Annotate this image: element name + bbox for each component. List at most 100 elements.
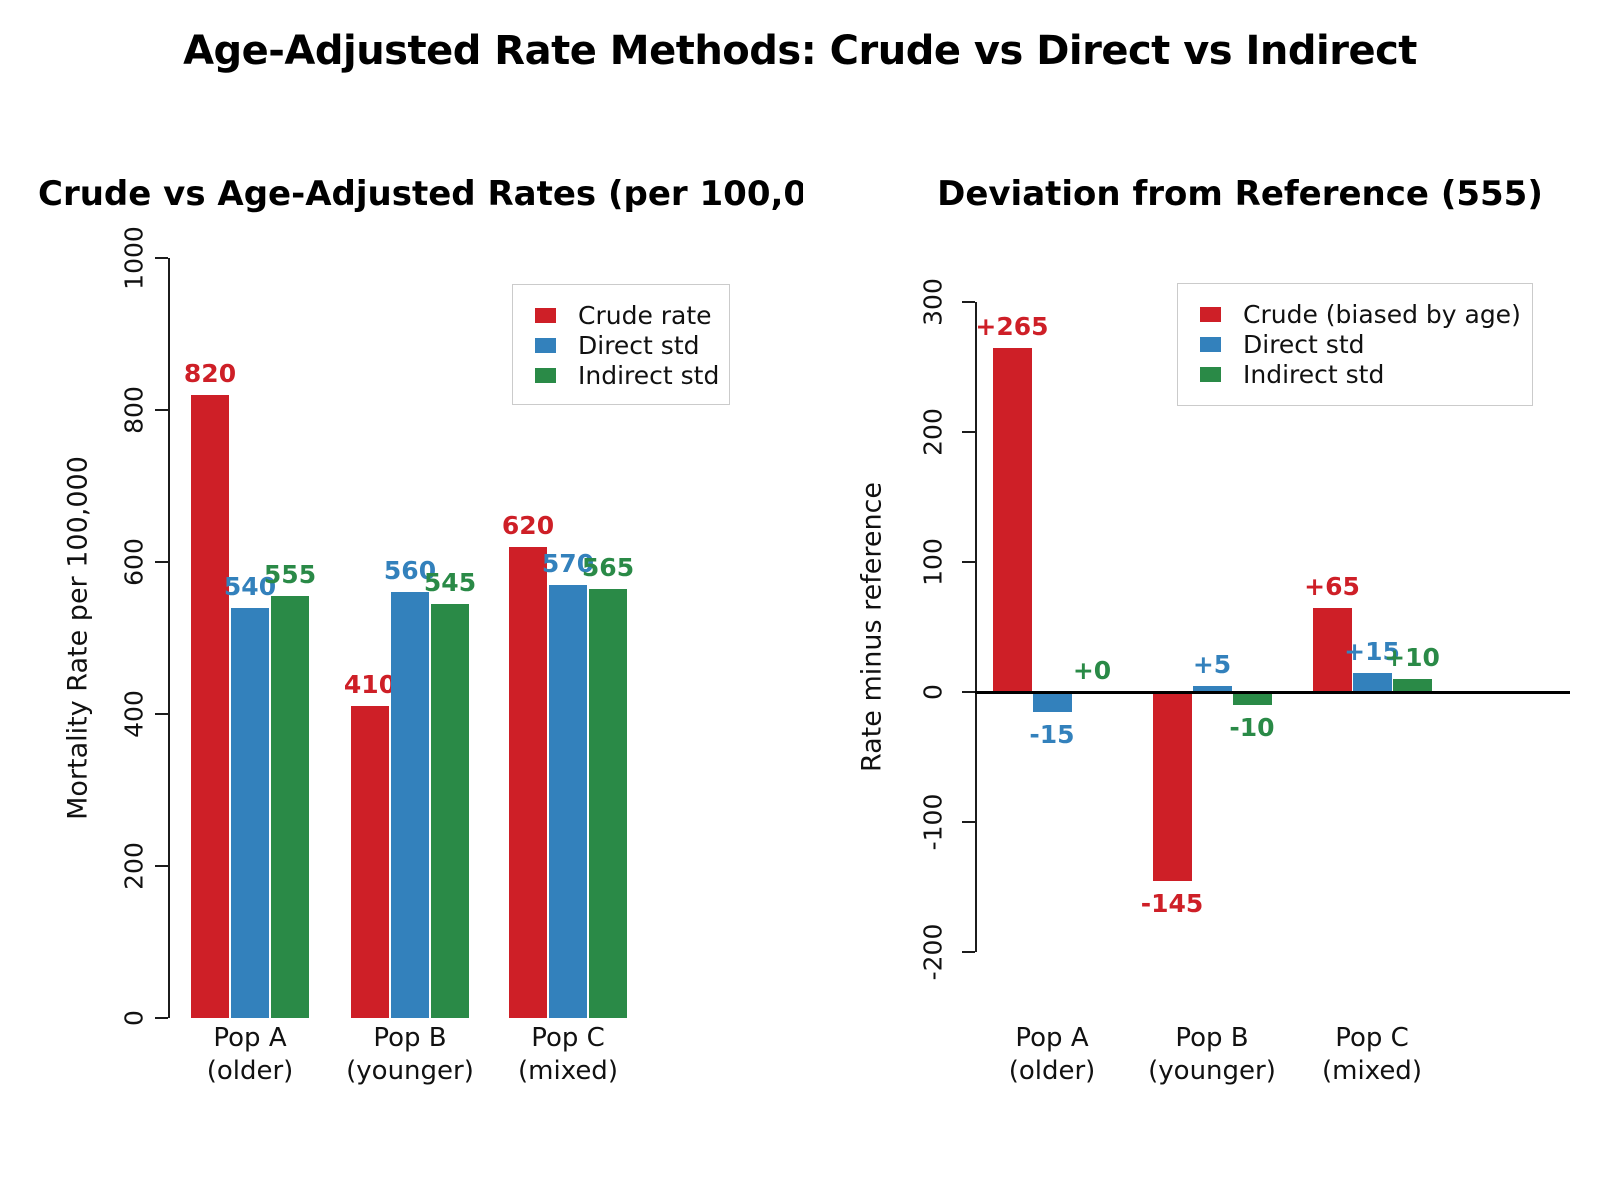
legend-swatch-crude-biased-by-age (1200, 306, 1221, 322)
deviation-y-tick--100 (962, 820, 975, 824)
legend-swatch-direct-std (1200, 336, 1221, 352)
rates-y-tick-0 (155, 1016, 168, 1020)
deviation-y-tick-200 (962, 430, 975, 434)
rates-y-tick-600 (155, 560, 168, 564)
legend-label-indirect-std: Indirect std (1243, 359, 1385, 389)
rates-x-category-label-pop-b: Pop B (younger) (290, 1022, 530, 1088)
deviation-y-tick-label-200: 200 (918, 408, 948, 456)
rates-y-tick-label-200: 200 (119, 842, 149, 890)
deviation-x-category-label-pop-a: Pop A (older) (932, 1022, 1172, 1088)
rates-chart-title: Crude vs Age-Adjusted Rates (per 100,000… (38, 174, 803, 214)
bar-value-label-rates-pop-a-direct: 540 (223, 571, 277, 601)
rates-y-axis-line (167, 258, 170, 1018)
bar-value-label-rates-pop-c-direct: 570 (541, 548, 595, 578)
rates-y-tick-label-400: 400 (119, 690, 149, 738)
bar-value-label-deviation-pop-b-indirect: -10 (1229, 713, 1275, 742)
rates-y-tick-label-800: 800 (119, 386, 149, 434)
bar-rates-pop-a-crude (191, 394, 229, 1018)
bar-deviation-pop-b-direct (1192, 685, 1232, 692)
rates-y-tick-1000 (155, 256, 168, 260)
rates-y-tick-400 (155, 712, 168, 716)
legend-item-indirect-std: Indirect std (1200, 359, 1532, 389)
category-line2: (mixed) (1322, 1056, 1422, 1086)
bar-rates-pop-c-direct (549, 584, 587, 1018)
bar-value-label-rates-pop-a-crude: 820 (183, 358, 237, 388)
legend-swatch-crude-rate (535, 307, 556, 323)
legend-item-direct-std: Direct std (535, 330, 729, 360)
bar-value-label-rates-pop-b-crude: 410 (343, 670, 397, 700)
bar-value-label-rates-pop-b-indirect: 545 (423, 567, 477, 597)
legend-label-crude-biased-by-age: Crude (biased by age) (1243, 299, 1521, 329)
rates-legend: Crude rate Direct std Indirect std (512, 284, 730, 405)
category-line1: Pop C (1335, 1023, 1409, 1053)
bar-deviation-pop-c-indirect (1392, 679, 1432, 692)
bar-deviation-pop-a-direct (1032, 692, 1072, 712)
category-line1: Pop A (1015, 1023, 1089, 1053)
bar-value-label-deviation-pop-c-crude: +65 (1304, 571, 1360, 601)
deviation-y-tick-0 (962, 690, 975, 694)
legend-item-direct-std: Direct std (1200, 329, 1532, 359)
bar-deviation-pop-b-crude (1152, 692, 1192, 881)
deviation-y-tick-label-100: 100 (918, 538, 948, 586)
category-line2: (younger) (346, 1056, 474, 1086)
deviation-y-tick-300 (962, 300, 975, 304)
rates-y-tick-200 (155, 864, 168, 868)
category-line2: (younger) (1148, 1056, 1276, 1086)
deviation-y-axis-title: Rate minus reference (856, 481, 888, 773)
rates-x-category-label-pop-a: Pop A (older) (130, 1022, 370, 1088)
deviation-y-tick-label-0: 0 (918, 684, 948, 700)
category-line2: (older) (1008, 1056, 1096, 1086)
category-line1: Pop A (213, 1023, 287, 1053)
bar-value-label-rates-pop-b-direct: 560 (383, 556, 437, 586)
bar-value-label-deviation-pop-a-crude: +265 (975, 311, 1049, 341)
bar-rates-pop-a-indirect (271, 596, 309, 1018)
bar-deviation-pop-c-crude (1312, 607, 1352, 692)
rates-y-tick-800 (155, 408, 168, 412)
category-line1: Pop B (1175, 1023, 1249, 1053)
bar-value-label-deviation-pop-b-crude: -145 (1140, 888, 1204, 918)
deviation-y-tick--200 (962, 950, 975, 954)
deviation-zero-line (974, 690, 1570, 694)
bar-deviation-pop-a-crude (992, 347, 1032, 692)
bar-value-label-deviation-pop-c-direct: +15 (1344, 636, 1400, 666)
category-line1: Pop B (373, 1023, 447, 1053)
bar-value-label-deviation-pop-b-direct: +5 (1192, 649, 1232, 679)
bar-value-label-rates-pop-c-indirect: 565 (581, 552, 635, 582)
deviation-y-tick-label--200: -200 (918, 923, 948, 981)
bar-rates-pop-b-indirect (431, 603, 469, 1018)
bar-rates-pop-b-direct (391, 592, 429, 1018)
bar-value-label-rates-pop-c-crude: 620 (501, 510, 555, 540)
bar-value-label-rates-pop-a-indirect: 555 (263, 560, 317, 590)
bar-deviation-pop-c-direct (1352, 672, 1392, 692)
bar-rates-pop-a-direct (231, 607, 269, 1018)
deviation-y-tick-100 (962, 560, 975, 564)
legend-item-crude-rate: Crude rate (535, 300, 729, 330)
rates-y-axis-title: Mortality Rate per 100,000 (62, 456, 94, 820)
bar-rates-pop-c-crude (509, 546, 547, 1018)
legend-item-crude-biased-by-age: Crude (biased by age) (1200, 299, 1532, 329)
rates-y-tick-label-1000: 1000 (119, 226, 149, 290)
legend-item-indirect-std: Indirect std (535, 360, 729, 390)
bar-deviation-pop-b-indirect (1232, 692, 1272, 705)
bar-rates-pop-b-crude (351, 706, 389, 1018)
rates-y-tick-label-600: 600 (119, 538, 149, 586)
legend-swatch-indirect-std (1200, 366, 1221, 382)
category-line1: Pop C (531, 1023, 605, 1053)
deviation-x-category-label-pop-c: Pop C (mixed) (1252, 1022, 1492, 1088)
deviation-x-category-label-pop-b: Pop B (younger) (1092, 1022, 1332, 1088)
bar-value-label-deviation-pop-a-direct: -15 (1029, 719, 1075, 749)
deviation-legend: Crude (biased by age) Direct std Indirect … (1177, 283, 1533, 406)
bar-value-label-deviation-pop-c-indirect: +10 (1384, 643, 1440, 672)
legend-label-indirect-std: Indirect std (578, 360, 720, 390)
deviation-chart-title: Deviation from Reference (555) (937, 174, 1543, 214)
bar-value-label-deviation-pop-a-indirect: +0 (1072, 656, 1112, 685)
legend-label-direct-std: Direct std (578, 330, 700, 360)
legend-label-crude-rate: Crude rate (578, 300, 712, 330)
legend-swatch-indirect-std (535, 367, 556, 383)
category-line2: (mixed) (518, 1056, 618, 1086)
rates-x-category-label-pop-c: Pop C (mixed) (448, 1022, 688, 1088)
bar-rates-pop-c-indirect (589, 588, 627, 1018)
legend-swatch-direct-std (535, 337, 556, 353)
deviation-y-axis-line (974, 302, 977, 952)
